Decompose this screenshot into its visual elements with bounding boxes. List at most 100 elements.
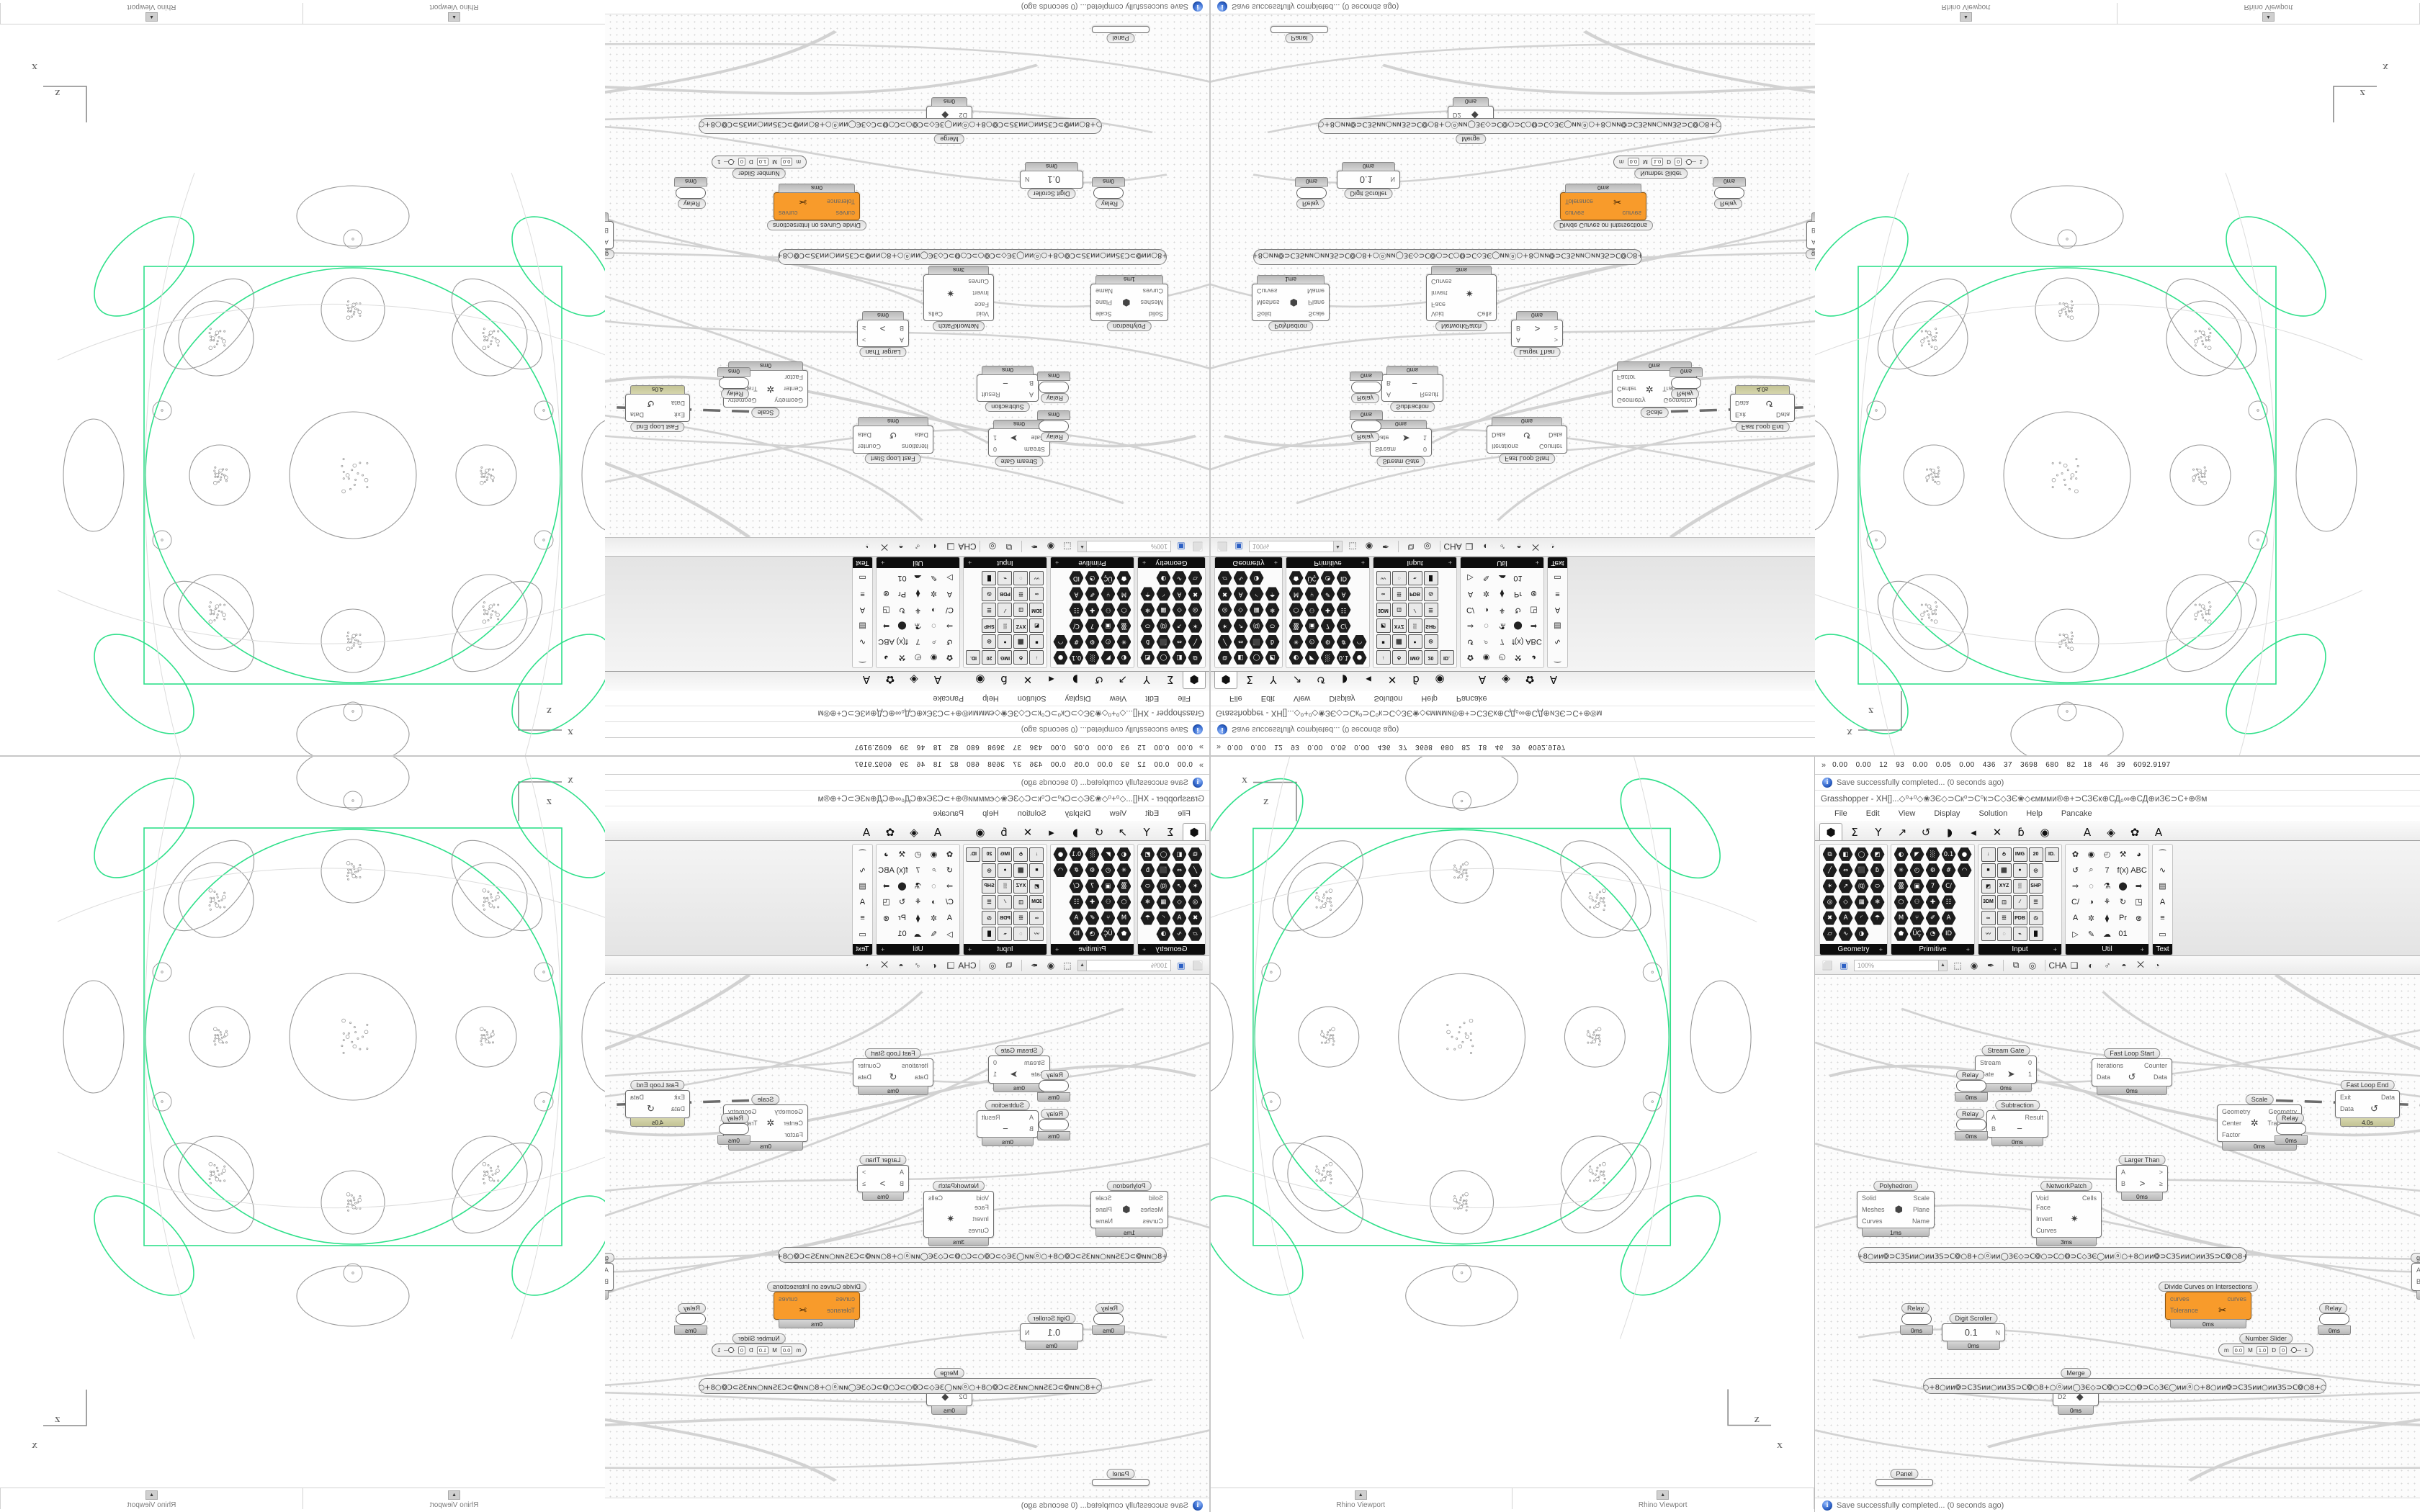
node-divide-curves[interactable]: Divide Curves on Intersections curves curv… (766, 184, 867, 230)
abc2-icon[interactable]: ABC (878, 634, 895, 649)
glyph-panel-1[interactable]: ииⓞ○+8○ии❂⊃СЗЅии○ииЗЅ⊃С❂○8+○ⓞии◯ЗЄ◇⊃С❂○⊃… (1318, 118, 1721, 134)
axes-icon[interactable]: ✲ (2084, 911, 2099, 926)
tab-vector[interactable]: ↗ (1897, 825, 1907, 839)
glyph-panel-1[interactable]: ииⓞ○+8○ии❂⊃СЗЅии○ииЗЅ⊃С❂○8+○ⓞии◯ЗЄ◇⊃С❂○⊃… (699, 1378, 1102, 1394)
node-fast-loop-end[interactable]: Fast Loop End Exit Data Data ↺ 4.0s (625, 1080, 690, 1127)
tree-icon[interactable]: ⑂ (1304, 586, 1319, 601)
snowflake-icon[interactable]: ❄ (1870, 894, 1885, 909)
node-input-port[interactable]: Face (1431, 301, 1446, 308)
tab-maths[interactable]: Σ (1851, 825, 1858, 839)
cha-icon[interactable]: CHA (1443, 541, 1462, 552)
node-digit-scroller[interactable]: Digit Scroller 0.1 N 0ms (1020, 162, 1083, 199)
abc2-icon[interactable]: ABC (1525, 634, 1542, 649)
a-icon[interactable]: A (1069, 911, 1084, 926)
poly-icon[interactable]: ⬟ (1289, 570, 1304, 585)
text-curve-icon[interactable]: ⁀ (1550, 650, 1565, 665)
node-input-port[interactable]: Factor (784, 374, 803, 381)
palette-icon[interactable]: ◕ (879, 847, 894, 862)
palette-expand-icon[interactable]: + (968, 945, 972, 953)
cslash2-icon[interactable]: C/ (942, 603, 957, 618)
preview-eye-icon[interactable]: ◉ (1047, 960, 1055, 971)
bulb-icon[interactable]: ◑ (2084, 894, 2099, 909)
cslash-icon[interactable]: C/ (1336, 618, 1351, 634)
colorwheel-icon[interactable]: ◌ (1392, 570, 1407, 585)
bucket-icon[interactable]: ⬛ (1392, 634, 1407, 649)
abc-icon[interactable]: A (1233, 586, 1248, 601)
node-input-port[interactable]: Data (671, 1105, 685, 1112)
hash-icon[interactable]: # (1069, 863, 1084, 878)
node-input-port[interactable]: Invert (972, 1215, 989, 1223)
save-icon[interactable]: ▣ (1177, 960, 1186, 971)
clock2-icon[interactable]: ◷ (982, 911, 997, 926)
node-output-port[interactable]: N (1995, 1328, 2000, 1336)
image-icon[interactable]: ▣ (1304, 618, 1319, 634)
line-icon[interactable]: ╱ (1188, 863, 1203, 878)
arrow-icon[interactable]: ↗ (1172, 618, 1187, 634)
mesh-icon[interactable]: ▦ (1854, 894, 1869, 909)
node-subtraction[interactable]: Subtraction A Result B −0ms (977, 366, 1039, 412)
pencil-icon[interactable]: ✎ (1479, 570, 1494, 585)
palette-expand-icon[interactable]: + (881, 945, 885, 953)
node-input-port[interactable]: Geometry (774, 1108, 803, 1115)
tangle-icon[interactable]: ⨉ (2137, 960, 2144, 970)
toggle-icon[interactable]: ◫ (1996, 894, 2012, 909)
star-icon[interactable]: ✳ (1894, 863, 1909, 878)
node-output-port[interactable]: curves (2227, 1295, 2246, 1302)
axis-icon[interactable]: ⥁ (1013, 650, 1028, 665)
palette-group-label-input[interactable]: Input + (1978, 944, 2061, 955)
rect-icon[interactable]: ◇ (1172, 894, 1187, 909)
circle2-icon[interactable]: ◐ (1894, 847, 1909, 862)
img-icon[interactable]: IMG (998, 847, 1013, 862)
node-input-port[interactable]: A (1991, 1114, 1996, 1121)
clock-icon[interactable]: ◴ (1909, 863, 1924, 878)
arrow2-icon[interactable]: ➡ (1526, 618, 1541, 634)
relay-node[interactable] (1714, 187, 1744, 199)
uc-icon[interactable]: ÜÇ (1101, 927, 1116, 942)
idtag-icon[interactable]: ID. (966, 650, 981, 665)
node-input-port[interactable]: Meshes (1140, 299, 1163, 306)
node-input-port[interactable]: B (899, 325, 904, 333)
refresh-icon[interactable]: ↻ (1510, 603, 1525, 618)
label-icon[interactable]: ▭ (2155, 927, 2170, 942)
num-icon[interactable]: 01 (895, 927, 910, 942)
node-input-port[interactable]: Tolerance (826, 198, 855, 205)
grid-icon[interactable]: ▒ (1116, 878, 1131, 894)
menu-item-edit[interactable]: Edit (1145, 694, 1160, 703)
node-input-port[interactable]: curves (835, 210, 855, 217)
image-icon[interactable]: ▣ (1909, 878, 1924, 894)
arrow-icon[interactable]: ↗ (1838, 878, 1853, 894)
curve-graph-icon[interactable]: ∕ (998, 603, 1013, 618)
cslash-icon[interactable]: C/ (1941, 878, 1956, 894)
relay-node[interactable] (1039, 1119, 1069, 1130)
palette-group-label-text[interactable]: Text + (1548, 557, 1567, 568)
rainbow-icon[interactable]: █ (982, 927, 997, 942)
screenshot-icon[interactable]: ❑ (1465, 541, 1474, 552)
node-polyhedron[interactable]: Polyhedron Solid Scale Meshes ⬢ Plane Curves Na… (1857, 1181, 1935, 1237)
node-input-port[interactable]: Void (976, 310, 989, 318)
node-input-port[interactable]: Geometry (774, 397, 803, 404)
binocular-icon[interactable]: ∞ (1029, 586, 1044, 601)
close-x-icon[interactable]: ✖ (1188, 586, 1203, 601)
bolt-icon[interactable]: ⌁ (1407, 570, 1422, 585)
tab-params[interactable]: ⬢ (1183, 823, 1206, 840)
node-input-port[interactable]: B (1991, 1125, 1996, 1133)
plane-icon[interactable]: ▱ (1217, 570, 1232, 585)
play-icon[interactable]: ▷ (942, 570, 957, 585)
node-input-port[interactable]: A (2416, 1266, 2420, 1274)
balloon-icon[interactable]: ◓ (898, 541, 904, 552)
checkerboard-icon[interactable]: ▒ (2012, 878, 2027, 894)
fan-icon[interactable]: ◤ (1101, 847, 1116, 862)
xyz-icon[interactable]: XYZ (1013, 878, 1028, 894)
pink-widget-icon[interactable]: ♂ (1499, 541, 1506, 552)
panel-icon[interactable]: ■ (1981, 863, 1996, 878)
toggle-icon[interactable]: ◫ (1013, 603, 1028, 618)
play-icon[interactable]: ▷ (2068, 927, 2083, 942)
bolt-icon[interactable]: ⌁ (2012, 927, 2027, 942)
slider-track[interactable] (2290, 1346, 2301, 1353)
pr-icon[interactable]: Pr (2115, 911, 2130, 926)
node-output-port[interactable]: Name (1912, 1218, 1930, 1225)
relay-node[interactable] (1093, 187, 1124, 199)
tab-kangaroo[interactable]: ✿ (885, 825, 895, 839)
hex2-icon[interactable]: ⬡ (1289, 603, 1304, 618)
palette-group-label-primitive[interactable]: Primitive + (1286, 557, 1369, 568)
